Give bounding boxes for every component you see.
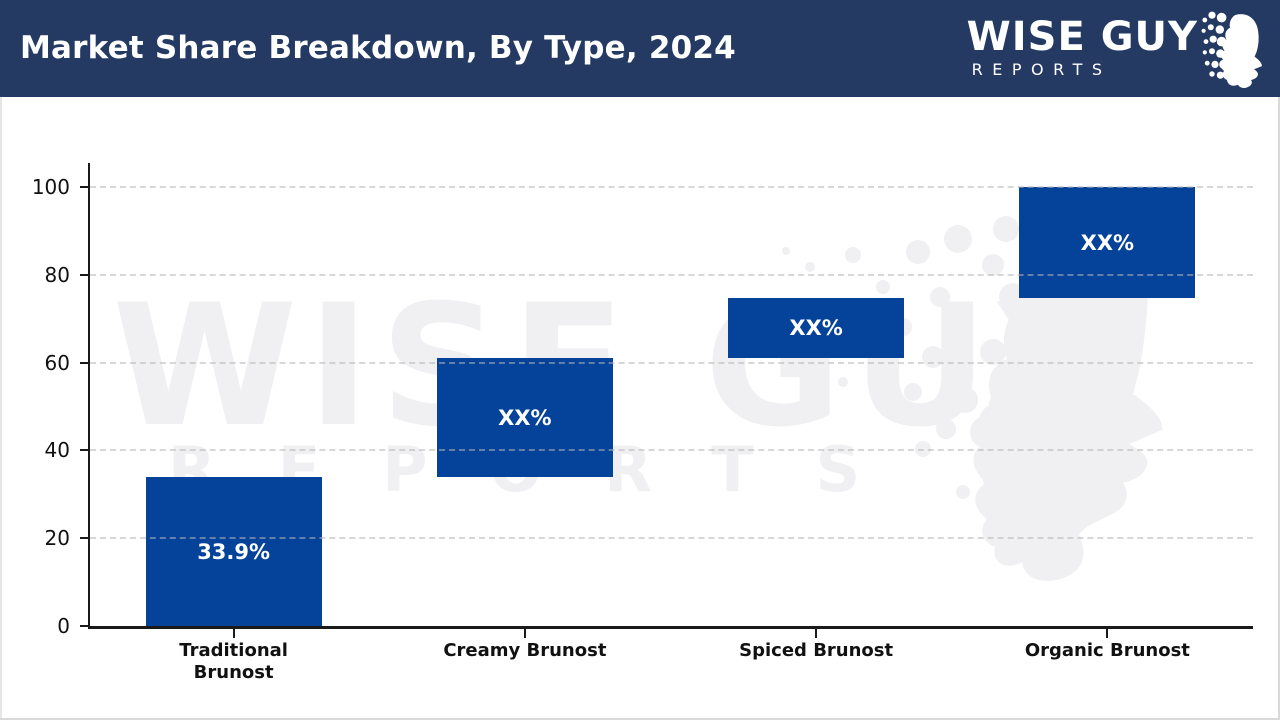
watermark-face-icon — [782, 188, 1163, 582]
x-axis-tick — [815, 629, 818, 638]
gridline — [90, 361, 1253, 364]
bar-value-label: XX% — [789, 316, 843, 341]
wise-guy-reports-logo: WISE GUY REPORTS — [967, 4, 1266, 90]
logo-text: WISE GUY REPORTS — [967, 15, 1198, 79]
bar: XX% — [436, 358, 613, 478]
x-category-label: Spiced Brunost — [739, 640, 894, 661]
y-axis-tick — [80, 537, 88, 540]
bar: XX% — [728, 298, 905, 359]
bar: XX% — [1019, 187, 1196, 299]
bar-value-label: XX% — [1080, 230, 1135, 255]
y-axis-tick — [80, 449, 88, 452]
y-axis-tick — [80, 361, 88, 364]
gridline — [90, 537, 1253, 540]
bar-value-label: XX% — [498, 405, 552, 430]
y-tick-label: 0 — [57, 614, 70, 638]
y-tick-label: 60 — [44, 350, 70, 375]
y-axis-tick — [80, 273, 88, 276]
y-tick-label: 100 — [31, 175, 70, 199]
y-axis-tick — [80, 625, 88, 627]
header-bar: Market Share Breakdown, By Type, 2024 WI… — [0, 0, 1280, 97]
x-category-label: Creamy Brunost — [443, 640, 607, 661]
y-tick-label: 40 — [44, 438, 70, 463]
gridline — [90, 273, 1253, 276]
y-axis — [88, 163, 90, 629]
bar: 33.9% — [145, 477, 322, 626]
logo-wiseguy-label: WISE GUY — [966, 14, 1198, 60]
x-category-label: Organic Brunost — [1024, 640, 1190, 661]
bar-value-label: 33.9% — [197, 539, 271, 564]
x-axis-tick — [523, 629, 526, 638]
gridline — [90, 186, 1253, 188]
y-axis-tick — [80, 186, 88, 188]
x-category-label: Traditional Brunost — [179, 640, 288, 683]
x-axis-tick — [1106, 629, 1109, 638]
chart-title: Market Share Breakdown, By Type, 2024 — [20, 30, 736, 66]
logo-reports-label: REPORTS — [971, 60, 1112, 79]
x-axis — [88, 626, 1253, 629]
y-tick-label: 20 — [44, 526, 70, 551]
logo-face-icon — [1201, 11, 1262, 89]
y-tick-label: 80 — [44, 262, 70, 287]
gridline — [90, 449, 1253, 452]
x-axis-tick — [232, 629, 235, 638]
